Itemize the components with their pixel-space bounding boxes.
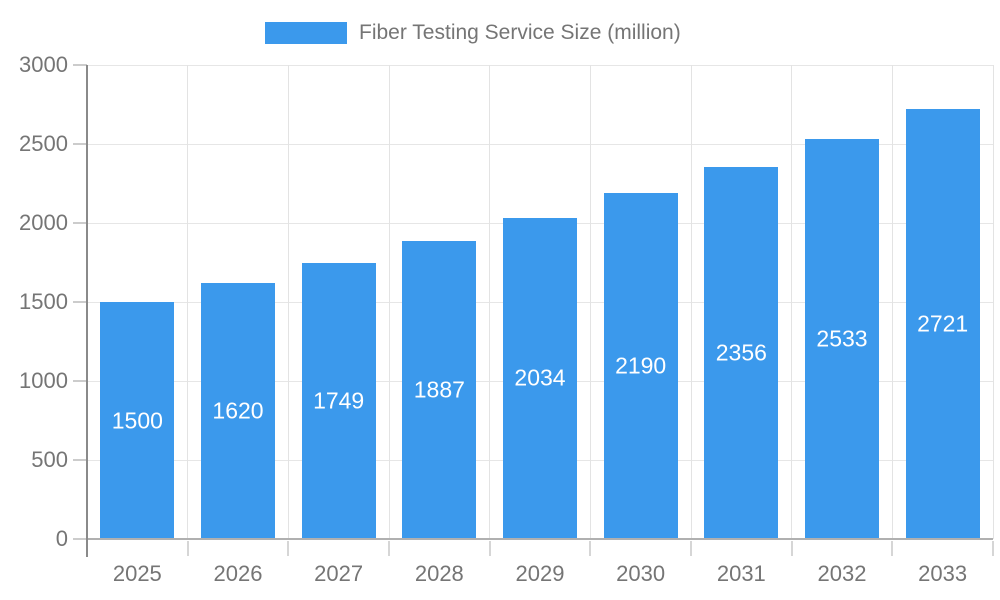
bar: 1500 bbox=[100, 302, 175, 539]
v-gridline bbox=[388, 65, 390, 539]
x-axis-tick bbox=[992, 541, 994, 556]
bar-value-label: 2190 bbox=[615, 352, 667, 379]
bar: 2034 bbox=[503, 217, 577, 539]
x-tick-label: 2031 bbox=[716, 561, 766, 586]
bar-value-label: 1749 bbox=[313, 387, 365, 414]
bar-value-label: 2721 bbox=[917, 310, 969, 337]
bar-value-label: 2356 bbox=[715, 339, 767, 366]
v-gridline bbox=[690, 65, 692, 539]
x-tick-label: 2025 bbox=[112, 561, 162, 586]
bar: 1749 bbox=[301, 262, 376, 539]
legend-item[interactable]: Fiber Testing Service Size (million) bbox=[265, 21, 681, 45]
bar-value-label: 2533 bbox=[816, 325, 868, 352]
x-tick-label: 2026 bbox=[213, 561, 263, 586]
v-gridline bbox=[489, 65, 491, 539]
x-axis-tick bbox=[891, 541, 894, 556]
y-axis-tick bbox=[73, 222, 87, 224]
y-axis-tick bbox=[73, 64, 87, 66]
y-axis-tick bbox=[73, 538, 87, 540]
bar-value-label: 2034 bbox=[514, 364, 566, 391]
legend-swatch bbox=[265, 22, 347, 44]
x-tick-label: 2029 bbox=[515, 561, 565, 586]
v-gridline bbox=[589, 65, 591, 539]
x-axis-tick bbox=[790, 541, 793, 556]
y-axis-tick bbox=[73, 301, 87, 303]
bar: 2721 bbox=[905, 109, 980, 539]
x-tick-label: 2028 bbox=[414, 561, 464, 586]
v-gridline bbox=[287, 65, 289, 539]
x-tick-label: 2032 bbox=[817, 561, 867, 586]
legend-label: Fiber Testing Service Size (million) bbox=[359, 21, 681, 44]
bar-value-label: 1887 bbox=[413, 376, 465, 403]
y-axis-tick bbox=[73, 380, 87, 382]
x-axis-line bbox=[86, 538, 993, 540]
x-axis-tick bbox=[690, 541, 692, 556]
y-axis-tick bbox=[73, 459, 87, 461]
v-gridline bbox=[992, 65, 994, 539]
y-tick-label: 3000 bbox=[19, 52, 68, 77]
y-tick-label: 500 bbox=[31, 447, 68, 472]
x-axis-tick bbox=[488, 541, 491, 556]
h-gridline bbox=[87, 143, 993, 145]
x-tick-label: 2033 bbox=[918, 561, 968, 586]
y-tick-label: 2500 bbox=[19, 131, 68, 156]
x-axis-tick bbox=[388, 541, 390, 556]
y-axis-tick bbox=[73, 143, 87, 145]
y-tick-label: 1500 bbox=[19, 289, 68, 314]
v-gridline bbox=[187, 65, 189, 539]
bar: 2190 bbox=[603, 192, 678, 539]
y-axis-line bbox=[86, 65, 88, 557]
bar: 1620 bbox=[201, 283, 275, 539]
y-tick-label: 1000 bbox=[19, 368, 68, 393]
x-axis-tick bbox=[287, 541, 290, 556]
bar: 1887 bbox=[402, 240, 477, 539]
h-gridline bbox=[87, 64, 993, 66]
bar: 2533 bbox=[805, 138, 879, 539]
bar: 2356 bbox=[704, 166, 779, 539]
v-gridline bbox=[791, 65, 793, 539]
x-axis-tick bbox=[589, 541, 592, 556]
y-tick-label: 0 bbox=[55, 526, 68, 551]
bar-value-label: 1500 bbox=[111, 407, 163, 433]
x-tick-label: 2027 bbox=[314, 561, 364, 586]
v-gridline bbox=[891, 65, 893, 539]
y-tick-label: 2000 bbox=[19, 210, 68, 235]
x-axis-tick bbox=[186, 541, 189, 556]
bar-value-label: 1620 bbox=[212, 397, 264, 424]
x-tick-label: 2030 bbox=[616, 561, 666, 586]
